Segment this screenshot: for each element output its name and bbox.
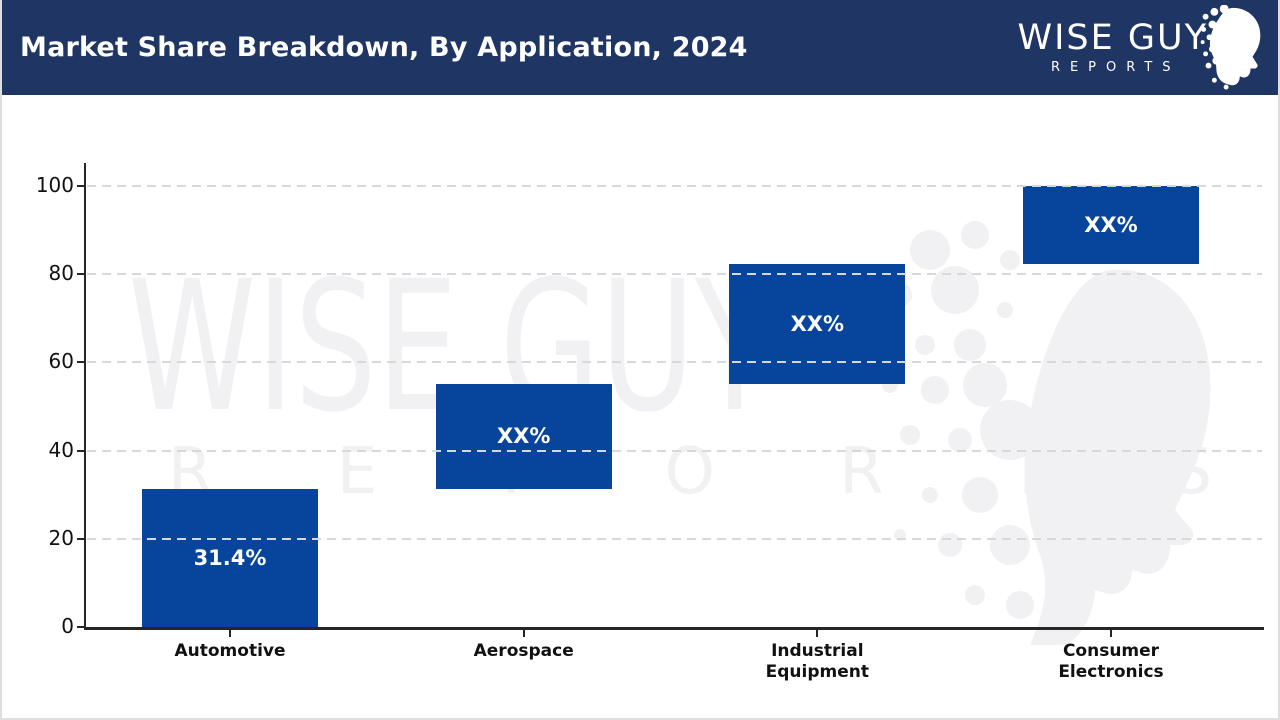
category-label-automotive: Automotive <box>174 641 286 661</box>
y-tick-label-20: 20 <box>48 525 74 550</box>
x-tick-mark-aerospace <box>522 630 525 637</box>
bar-industrial-equipment: XX% <box>729 263 906 385</box>
gridline-20 <box>87 537 1262 540</box>
watermark-head-icon <box>882 221 1211 645</box>
bar-automotive: 31.4% <box>142 488 318 627</box>
bar-value-label-automotive: 31.4% <box>193 545 267 570</box>
y-tick-label-60: 60 <box>48 349 74 374</box>
y-tick-mark-60 <box>77 361 85 364</box>
y-tick-label-100: 100 <box>35 173 74 197</box>
logo-head-icon <box>1200 4 1261 90</box>
bar-aerospace: XX% <box>435 384 612 489</box>
y-tick-mark-0 <box>77 626 85 628</box>
x-tick-mark-industrial-equipment <box>816 630 819 637</box>
y-tick-mark-20 <box>77 537 85 540</box>
wise-guy-reports-logo: WISE GUY REPORTS <box>1017 4 1266 91</box>
logo-subtitle: REPORTS <box>1050 60 1181 75</box>
y-tick-mark-40 <box>77 449 85 452</box>
logo-wordmark: WISE GUY <box>1017 18 1208 58</box>
x-tick-mark-automotive <box>229 630 231 637</box>
category-label-aerospace: Aerospace <box>473 641 574 661</box>
y-tick-label-40: 40 <box>48 437 74 462</box>
category-label-consumer-electronics: Consumer Electronics <box>1058 641 1164 682</box>
bar-value-label-industrial-equipment: XX% <box>790 312 845 337</box>
y-tick-label-80: 80 <box>48 261 74 286</box>
gridline-80 <box>87 273 1262 276</box>
x-tick-mark-consumer-electronics <box>1110 630 1112 637</box>
y-axis-line <box>84 163 86 630</box>
bar-value-label-aerospace: XX% <box>496 424 551 449</box>
y-tick-mark-100 <box>77 185 85 187</box>
header-bar: Market Share Breakdown, By Application, … <box>0 0 1280 95</box>
logo-text: WISE GUY REPORTS <box>1017 18 1208 75</box>
bar-value-label-consumer-electronics: XX% <box>1084 212 1138 237</box>
gridline-60 <box>87 361 1262 364</box>
category-label-industrial-equipment: Industrial Equipment <box>765 641 869 682</box>
page-title: Market Share Breakdown, By Application, … <box>20 32 748 63</box>
x-axis-line <box>84 627 1264 630</box>
y-tick-mark-80 <box>77 273 85 276</box>
gridline-40 <box>87 449 1262 452</box>
bar-consumer-electronics: XX% <box>1023 186 1199 264</box>
gridline-100 <box>87 185 1262 187</box>
y-tick-label-0: 0 <box>61 614 74 638</box>
